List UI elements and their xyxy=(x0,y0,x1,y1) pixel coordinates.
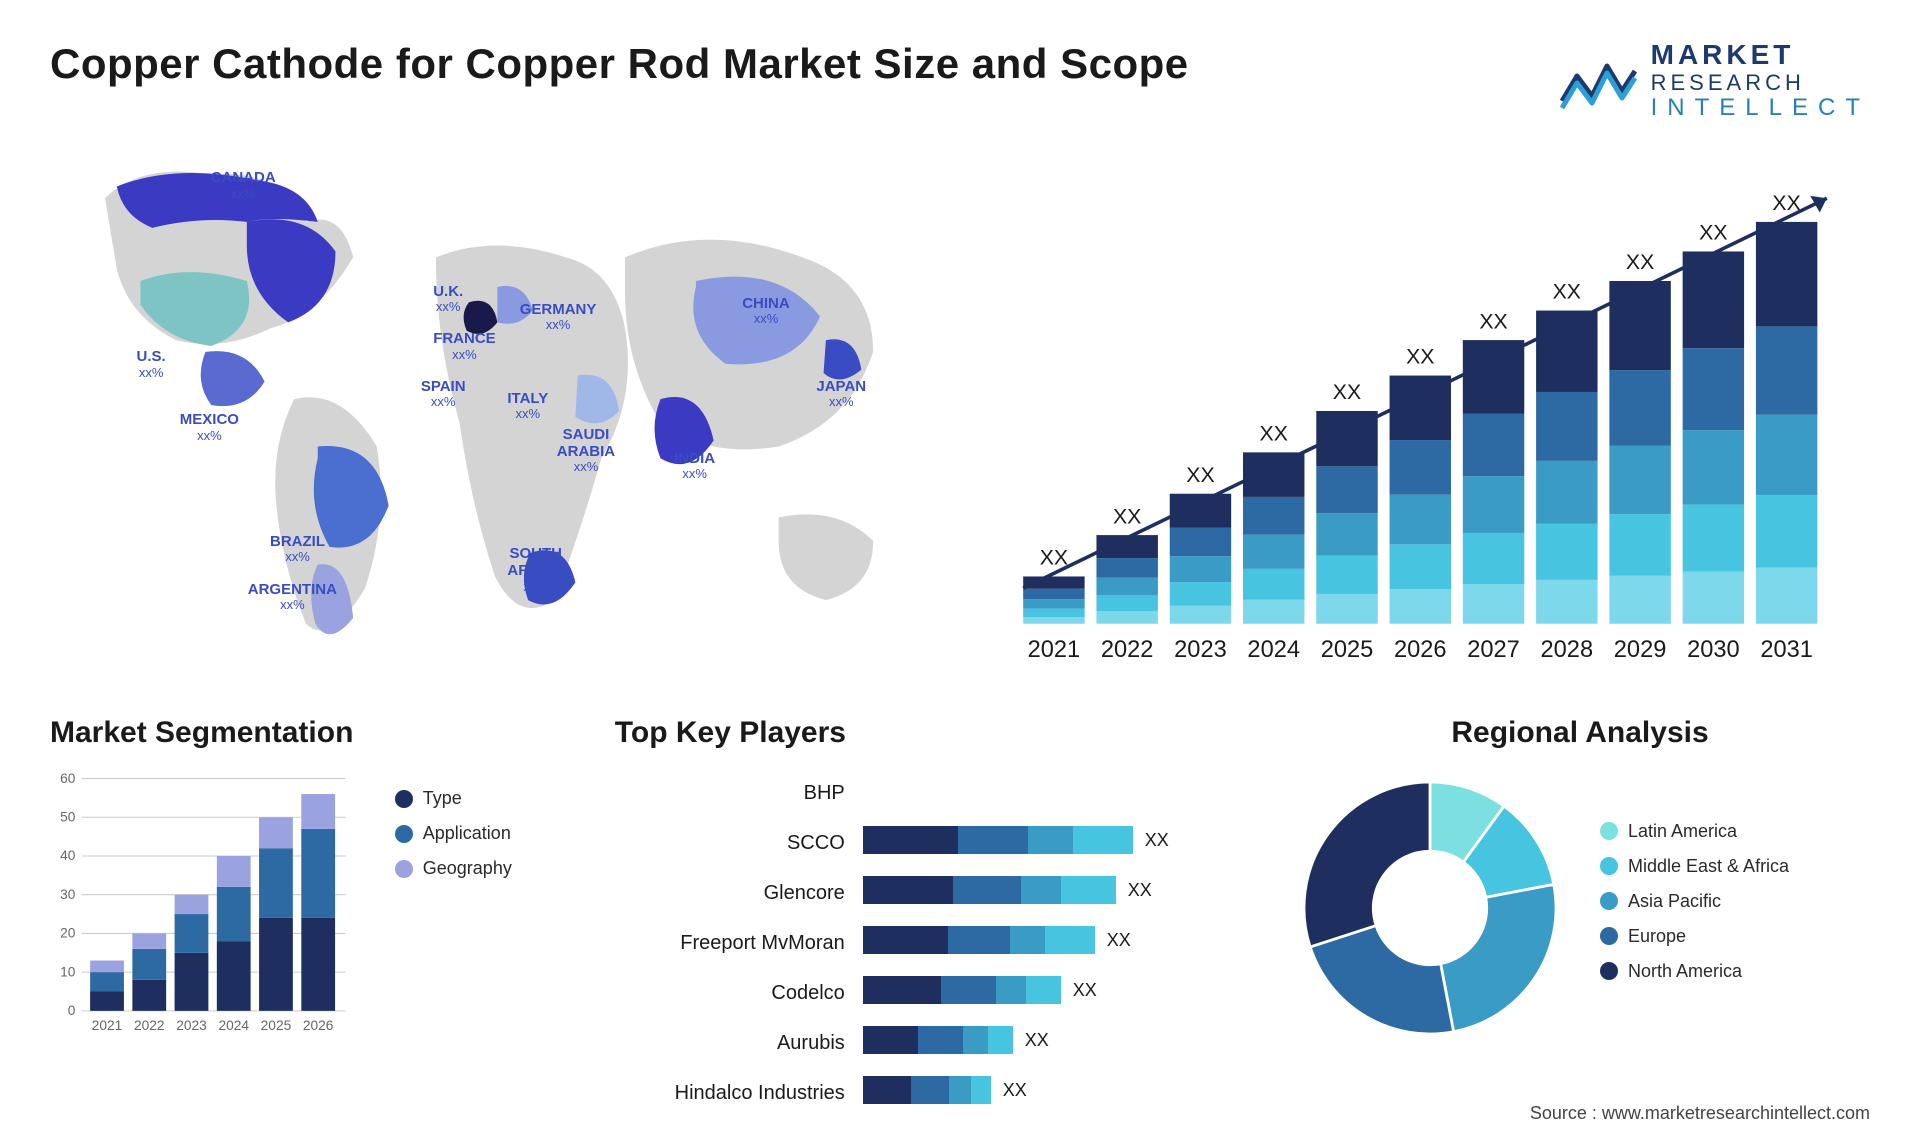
player-name-5: Aurubis xyxy=(615,1021,845,1065)
svg-text:2023: 2023 xyxy=(176,1018,207,1033)
logo-line1: MARKET xyxy=(1651,40,1870,71)
svg-text:10: 10 xyxy=(60,965,76,980)
player-value-1: XX xyxy=(1145,830,1169,851)
seg-legend-geography: Geography xyxy=(395,858,575,879)
regional-legend-middle-east---africa: Middle East & Africa xyxy=(1600,856,1870,877)
regional-donut xyxy=(1290,768,1570,1048)
svg-text:2022: 2022 xyxy=(134,1018,165,1033)
map-label-mexico: MEXICOxx% xyxy=(180,411,239,443)
logo-line2: RESEARCH xyxy=(1651,71,1870,95)
map-label-france: FRANCExx% xyxy=(433,330,496,362)
player-name-4: Codelco xyxy=(615,971,845,1015)
map-label-saudiarabia: SAUDIARABIAxx% xyxy=(557,426,615,475)
forecast-chart: XXXXXXXXXXXXXXXXXXXXXX 20212022202320242… xyxy=(980,151,1870,671)
svg-text:XX: XX xyxy=(1699,221,1727,245)
player-bar-row-5: XX xyxy=(863,1018,1250,1062)
map-label-china: CHINAxx% xyxy=(742,295,790,327)
players-title: Top Key Players xyxy=(615,716,1250,750)
player-value-4: XX xyxy=(1073,980,1097,1001)
regional-panel: Regional Analysis Latin America Middle Ea… xyxy=(1290,716,1870,1118)
map-label-canada: CANADAxx% xyxy=(211,169,276,201)
map-label-us: U.S.xx% xyxy=(137,348,166,380)
regional-legend-asia-pacific: Asia Pacific xyxy=(1600,891,1870,912)
seg-legend-type: Type xyxy=(395,788,575,809)
svg-text:2024: 2024 xyxy=(1247,637,1300,663)
svg-text:2025: 2025 xyxy=(261,1018,292,1033)
player-bar-row-4: XX xyxy=(863,968,1250,1012)
player-name-0: BHP xyxy=(615,771,845,815)
player-bar-row-3: XX xyxy=(863,918,1250,962)
svg-text:2021: 2021 xyxy=(1028,637,1081,663)
regional-legend-europe: Europe xyxy=(1600,926,1870,947)
map-label-uk: U.K.xx% xyxy=(433,283,463,315)
map-label-spain: SPAINxx% xyxy=(421,378,466,410)
svg-text:2024: 2024 xyxy=(218,1018,249,1033)
map-label-brazil: BRAZILxx% xyxy=(270,533,325,565)
svg-text:XX: XX xyxy=(1626,251,1654,275)
svg-text:2029: 2029 xyxy=(1614,637,1667,663)
player-bar-row-6: XX xyxy=(863,1068,1250,1112)
regional-legend-north-america: North America xyxy=(1600,961,1870,982)
player-name-6: Hindalco Industries xyxy=(615,1071,845,1115)
regional-legend: Latin America Middle East & Africa Asia Pa… xyxy=(1600,821,1870,996)
svg-text:2026: 2026 xyxy=(1394,637,1447,663)
svg-text:2025: 2025 xyxy=(1321,637,1374,663)
svg-text:XX: XX xyxy=(1113,505,1141,529)
svg-text:50: 50 xyxy=(60,810,76,825)
player-bar-row-0 xyxy=(863,768,1250,812)
players-name-list: BHP SCCO Glencore Freeport MvMoran Codelco Au… xyxy=(615,768,845,1118)
svg-text:0: 0 xyxy=(68,1003,76,1018)
svg-text:XX: XX xyxy=(1040,546,1068,570)
segmentation-chart: 0 10 20 30 40 50 60 2021 2022 2023 2024 2025 2026 xyxy=(50,768,367,1043)
svg-text:XX: XX xyxy=(1406,345,1434,369)
svg-text:2028: 2028 xyxy=(1541,637,1594,663)
map-label-germany: GERMANYxx% xyxy=(520,301,597,333)
svg-text:2031: 2031 xyxy=(1760,637,1813,663)
regional-legend-latin-america: Latin America xyxy=(1600,821,1870,842)
source-attribution: Source : www.marketresearchintellect.com xyxy=(1530,1103,1870,1124)
svg-text:2022: 2022 xyxy=(1101,637,1154,663)
page-title: Copper Cathode for Copper Rod Market Siz… xyxy=(50,40,1189,88)
svg-text:XX: XX xyxy=(1553,280,1581,304)
player-value-6: XX xyxy=(1003,1080,1027,1101)
logo-icon xyxy=(1557,46,1637,116)
player-name-3: Freeport MvMoran xyxy=(615,921,845,965)
svg-text:30: 30 xyxy=(60,887,76,902)
forecast-panel: XXXXXXXXXXXXXXXXXXXXXX 20212022202320242… xyxy=(980,151,1870,676)
svg-text:XX: XX xyxy=(1333,381,1361,405)
world-map-panel: CANADAxx% U.S.xx% MEXICOxx% BRAZILxx% ARGENT… xyxy=(50,151,940,676)
segmentation-title: Market Segmentation xyxy=(50,716,575,750)
map-label-india: INDIAxx% xyxy=(674,450,715,482)
logo-line3: INTELLECT xyxy=(1651,95,1870,121)
svg-text:XX: XX xyxy=(1186,463,1214,487)
players-panel: Top Key Players BHP SCCO Glencore Freeport … xyxy=(615,716,1250,1118)
player-value-3: XX xyxy=(1107,930,1131,951)
svg-text:2026: 2026 xyxy=(303,1018,334,1033)
svg-text:40: 40 xyxy=(60,849,76,864)
player-value-5: XX xyxy=(1025,1030,1049,1051)
svg-text:XX: XX xyxy=(1260,422,1288,446)
players-chart: XX XX XX XX XX XX xyxy=(863,768,1250,1118)
svg-text:XX: XX xyxy=(1479,310,1507,334)
map-label-japan: JAPANxx% xyxy=(816,378,866,410)
segmentation-legend: Type Application Geography xyxy=(395,768,575,1043)
svg-text:20: 20 xyxy=(60,926,76,941)
map-label-southafrica: SOUTHAFRICAxx% xyxy=(507,545,564,594)
seg-legend-application: Application xyxy=(395,823,575,844)
map-label-argentina: ARGENTINAxx% xyxy=(248,581,337,613)
player-name-1: SCCO xyxy=(615,821,845,865)
map-label-italy: ITALYxx% xyxy=(507,390,548,422)
svg-text:2021: 2021 xyxy=(92,1018,123,1033)
svg-text:2030: 2030 xyxy=(1687,637,1740,663)
svg-text:2023: 2023 xyxy=(1174,637,1227,663)
regional-title: Regional Analysis xyxy=(1290,716,1870,750)
svg-text:60: 60 xyxy=(60,771,76,786)
player-value-2: XX xyxy=(1128,880,1152,901)
player-bar-row-1: XX xyxy=(863,818,1250,862)
player-bar-row-2: XX xyxy=(863,868,1250,912)
player-name-2: Glencore xyxy=(615,871,845,915)
brand-logo: MARKET RESEARCH INTELLECT xyxy=(1557,40,1870,121)
svg-text:2027: 2027 xyxy=(1467,637,1520,663)
segmentation-panel: Market Segmentation 0 10 20 30 40 50 60 2021 20… xyxy=(50,716,575,1118)
